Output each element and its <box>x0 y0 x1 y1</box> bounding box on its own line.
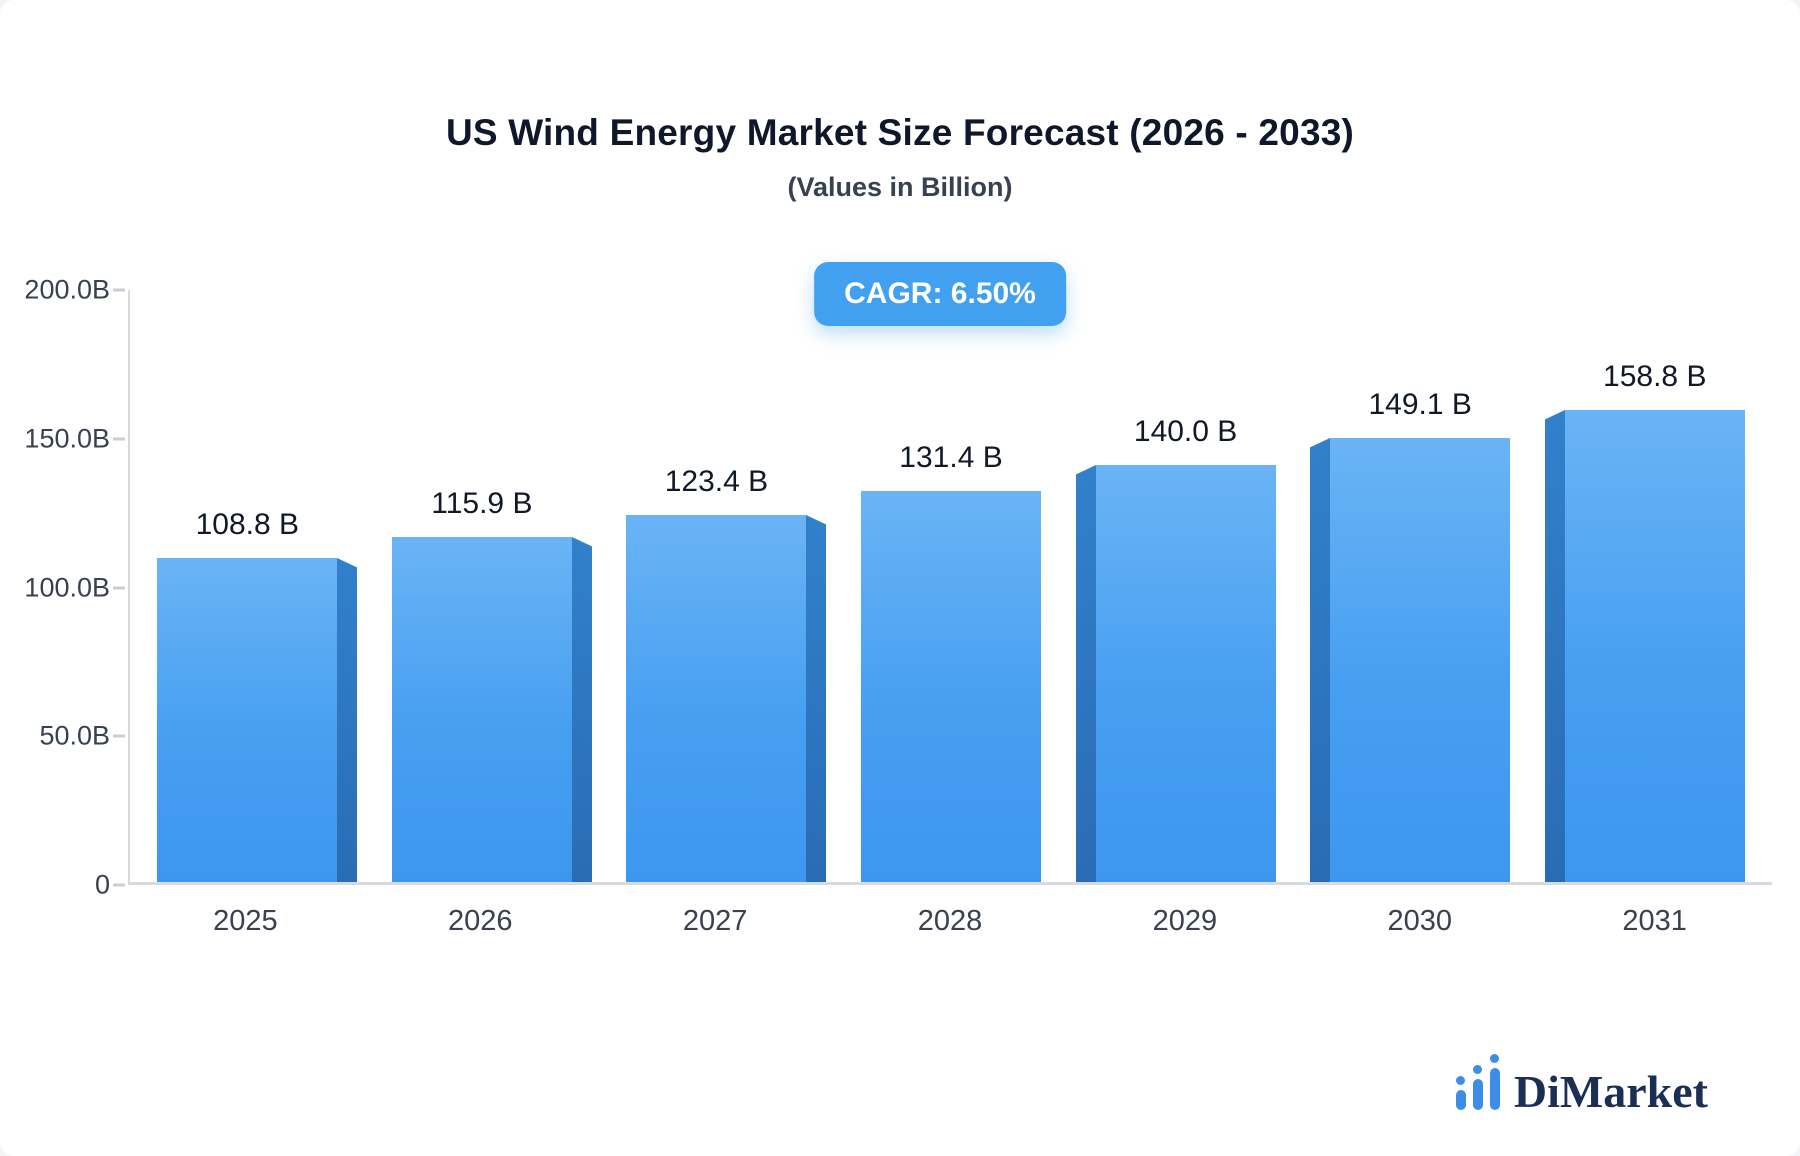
bar-2026 <box>391 537 592 882</box>
bar-2029 <box>1075 465 1276 882</box>
bar-face <box>861 491 1042 882</box>
bar-face <box>626 515 807 882</box>
bars-container: 108.8 B 115.9 B 123.4 B 131.4 B 140.0 B 149.1… <box>130 290 1772 882</box>
bar-slot-2030: 149.1 B <box>1303 290 1538 882</box>
bar-slot-2025: 108.8 B <box>130 290 365 882</box>
bar-value-label: 115.9 B <box>431 487 533 520</box>
bar-value-label: 140.0 B <box>1133 415 1238 448</box>
y-tick-mark <box>113 734 125 738</box>
bar-face <box>1564 410 1745 882</box>
bar-slot-2026: 115.9 B <box>365 290 600 882</box>
y-tick-mark <box>113 288 125 292</box>
bar-2028 <box>861 491 1042 882</box>
bar-face <box>1330 438 1511 882</box>
chart-title: US Wind Energy Market Size Forecast (202… <box>445 112 1355 153</box>
bar-2031 <box>1544 410 1745 882</box>
y-tick-label: 150.0B <box>24 423 110 454</box>
bar-value-label: 149.1 B <box>1368 388 1472 421</box>
bar-face <box>1095 465 1276 882</box>
bar-side-face <box>1544 410 1565 882</box>
bar-slot-2031: 158.8 B <box>1537 290 1772 882</box>
bar-face <box>391 537 572 882</box>
bar-value-label: 158.8 B <box>1603 360 1707 393</box>
bar-side-face <box>1310 438 1331 882</box>
x-axis-labels: 2025 2026 2027 2028 2029 2030 2031 <box>128 905 1772 938</box>
bar-side-face <box>1075 465 1096 882</box>
chart-subtitle: (Values in Billion) <box>787 172 1013 202</box>
bar-slot-2028: 131.4 B <box>834 290 1069 882</box>
cagr-badge: CAGR: 6.50% <box>814 262 1066 326</box>
bar-2030 <box>1310 438 1511 882</box>
y-tick-label: 50.0B <box>39 720 110 751</box>
bar-side-face <box>806 515 827 882</box>
x-axis-label-2030: 2030 <box>1387 905 1452 937</box>
mini-bar-chart-icon <box>1455 1054 1500 1118</box>
y-tick-label: 200.0B <box>24 274 110 305</box>
bar-value-label: 131.4 B <box>899 441 1003 474</box>
brand-logo: DiMarket <box>1455 1054 1708 1118</box>
y-tick-mark <box>113 883 125 887</box>
y-axis-labels: 200.0B 150.0B 100.0B 50.0B 0 <box>10 275 110 900</box>
bar-slot-2029: 140.0 B <box>1068 290 1303 882</box>
y-tick-label: 0 <box>94 869 110 900</box>
bar-2027 <box>626 515 827 882</box>
plot-area: 108.8 B 115.9 B 123.4 B 131.4 B 140.0 B 149.1… <box>128 290 1772 885</box>
x-axis-label-2026: 2026 <box>448 905 513 937</box>
x-axis-label-2031: 2031 <box>1622 905 1687 937</box>
x-axis-label-2025: 2025 <box>213 905 278 937</box>
bar-face <box>157 558 338 882</box>
bar-value-label: 108.8 B <box>195 508 299 541</box>
bar-slot-2027: 123.4 B <box>599 290 834 882</box>
x-axis-label-2029: 2029 <box>1152 905 1218 937</box>
y-tick-label: 100.0B <box>24 572 110 602</box>
x-axis-label-2028: 2028 <box>917 905 983 937</box>
brand-logo-text: DiMarket <box>1513 1066 1708 1117</box>
y-axis-tick-marks <box>113 288 125 888</box>
bar-side-face <box>571 537 592 882</box>
bar-side-face <box>337 558 358 882</box>
bar-value-label: 123.4 B <box>664 465 769 498</box>
y-tick-mark <box>113 586 125 589</box>
y-tick-mark <box>113 437 125 441</box>
bar-2025 <box>157 558 358 882</box>
x-axis-label-2027: 2027 <box>682 905 748 937</box>
